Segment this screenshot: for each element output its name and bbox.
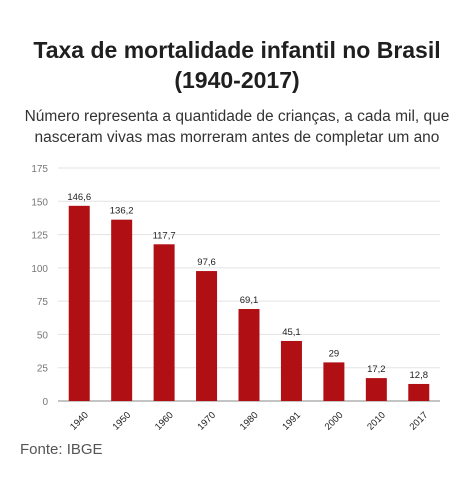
y-tick-label: 0: [42, 397, 48, 408]
chart-subtitle-line2: nasceram vivas mas morreram antes de com…: [34, 129, 440, 146]
bar-value-label: 117,7: [153, 230, 176, 241]
bar: [323, 362, 345, 401]
bar-value-label: 45,1: [282, 327, 301, 338]
y-tick-label: 150: [31, 197, 48, 208]
chart-title-line1: Taxa de mortalidade infantil no Brasil: [33, 37, 441, 63]
bar-value-label: 12,8: [410, 370, 429, 381]
bar-value-label: 29: [329, 348, 340, 359]
y-tick-label: 125: [31, 231, 48, 242]
bar-chart: 0 25 50 75 100 125 150 175 146,6 1940 136,2 1950 117…: [31, 164, 440, 433]
x-tick-label: 2017: [408, 410, 431, 433]
chart-subtitle-line1: Número representa a quantidade de crianç…: [24, 108, 450, 125]
bar-value-label: 69,1: [240, 295, 259, 306]
x-tick-label: 1991: [280, 410, 303, 433]
bar: [280, 340, 302, 401]
bar-value-label: 97,6: [197, 257, 216, 268]
bar: [238, 308, 260, 401]
source-note: Fonte: IBGE: [20, 441, 103, 458]
bar-value-label: 146,6: [67, 192, 91, 203]
y-tick-label: 175: [31, 164, 48, 175]
x-tick-label: 1950: [111, 410, 134, 433]
bar-value-label: 17,2: [367, 364, 386, 375]
bar: [111, 219, 133, 401]
x-tick-label: 2000: [323, 410, 346, 433]
bar-value-label: 136,2: [110, 206, 134, 217]
bar: [68, 205, 90, 401]
x-tick-label: 1960: [153, 410, 176, 433]
x-tick-label: 1970: [195, 410, 218, 433]
y-tick-label: 50: [37, 330, 49, 341]
y-tick-label: 75: [37, 297, 49, 308]
chart-title-line2: (1940-2017): [174, 67, 300, 93]
x-tick-label: 2010: [365, 410, 388, 433]
y-tick-label: 25: [37, 364, 49, 375]
bar: [365, 378, 387, 401]
bar: [408, 383, 430, 401]
x-tick-label: 1980: [238, 410, 261, 433]
bar: [153, 244, 175, 401]
y-tick-label: 100: [31, 264, 48, 275]
bar: [196, 271, 218, 401]
x-tick-label: 1940: [68, 410, 91, 433]
